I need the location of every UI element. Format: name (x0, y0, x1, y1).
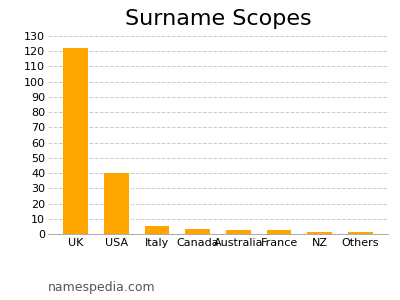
Text: namespedia.com: namespedia.com (48, 281, 156, 294)
Bar (267, 230, 291, 234)
Bar (104, 173, 128, 234)
Bar (64, 48, 88, 234)
Bar (226, 230, 250, 234)
Title: Surname Scopes: Surname Scopes (125, 9, 311, 29)
Bar (308, 232, 332, 234)
Bar (145, 226, 169, 234)
Bar (186, 229, 210, 234)
Bar (348, 232, 372, 234)
